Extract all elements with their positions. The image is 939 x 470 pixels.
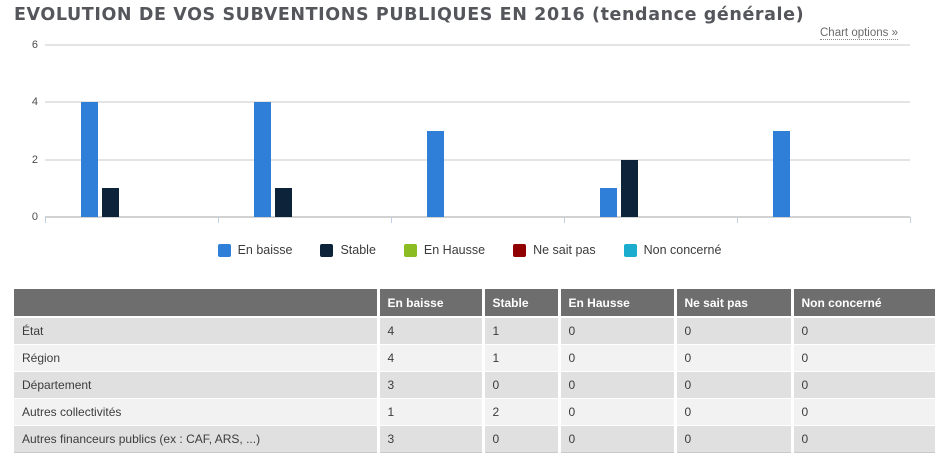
gridline-6 bbox=[45, 44, 910, 46]
value-cell: 4 bbox=[378, 344, 485, 372]
value-cell: 3 bbox=[378, 425, 485, 453]
legend-label: En Hausse bbox=[423, 243, 486, 257]
row-label-cell: Autres collectivités bbox=[14, 398, 380, 426]
bar-groups bbox=[45, 45, 910, 217]
row-label-cell: Autres financeurs publics (ex : CAF, ARS… bbox=[14, 425, 380, 453]
x-axis-tick bbox=[218, 217, 219, 223]
plot-area: 0 2 4 6 bbox=[32, 39, 911, 223]
table-head: En baisse Stable En Hausse Ne sait pas Non c… bbox=[14, 289, 935, 318]
page-title: EVOLUTION DE VOS SUBVENTIONS PUBLIQUES E… bbox=[14, 5, 805, 25]
legend: En baisse Stable En Hausse Ne sait pas Non c… bbox=[0, 243, 939, 257]
value-cell: 0 bbox=[559, 425, 677, 453]
value-cell: 1 bbox=[483, 317, 561, 345]
bar-en-baisse[interactable] bbox=[600, 188, 617, 217]
legend-swatch-ne-sait-pas bbox=[513, 243, 527, 257]
bar-en-baisse[interactable] bbox=[773, 131, 790, 217]
bar-group-region bbox=[218, 45, 391, 217]
table-header-row: En baisse Stable En Hausse Ne sait pas Non c… bbox=[14, 289, 935, 318]
results-table: En baisse Stable En Hausse Ne sait pas Non c… bbox=[14, 289, 935, 453]
legend-item-en-hausse[interactable]: En Hausse bbox=[403, 243, 486, 257]
x-axis-tick bbox=[45, 217, 46, 223]
value-cell: 0 bbox=[792, 398, 935, 426]
value-cell: 0 bbox=[483, 371, 561, 399]
value-cell: 4 bbox=[378, 317, 485, 345]
value-cell: 0 bbox=[675, 398, 794, 426]
table-header-cell-ne-sait-pas: Ne sait pas bbox=[675, 289, 794, 318]
row-label-cell: Département bbox=[14, 371, 380, 399]
x-axis-tick bbox=[564, 217, 565, 223]
bar-group-autres-collectivites bbox=[564, 45, 737, 217]
value-cell: 0 bbox=[792, 425, 935, 453]
value-cell: 2 bbox=[483, 398, 561, 426]
x-axis-tick bbox=[910, 217, 911, 223]
legend-item-stable[interactable]: Stable bbox=[320, 243, 376, 257]
table-row-departement: Département 3 0 0 0 0 bbox=[14, 371, 935, 399]
value-cell: 0 bbox=[559, 344, 677, 372]
value-cell: 0 bbox=[675, 317, 794, 345]
legend-swatch-en-hausse bbox=[403, 243, 417, 257]
value-cell: 0 bbox=[559, 371, 677, 399]
table-row-etat: État 4 1 0 0 0 bbox=[14, 317, 935, 345]
table-header-cell-en-hausse: En Hausse bbox=[559, 289, 677, 318]
value-cell: 0 bbox=[675, 425, 794, 453]
table-row-autres-financeurs-publics-ex-caf-ars: Autres financeurs publics (ex : CAF, ARS… bbox=[14, 425, 935, 453]
value-cell: 0 bbox=[559, 317, 677, 345]
row-label-cell: État bbox=[14, 317, 380, 345]
legend-label: Stable bbox=[340, 243, 376, 257]
value-cell: 0 bbox=[792, 344, 935, 372]
legend-label: En baisse bbox=[237, 243, 293, 257]
value-cell: 1 bbox=[483, 344, 561, 372]
table-header-cell-non-concerne: Non concerné bbox=[792, 289, 935, 318]
bar-stable[interactable] bbox=[621, 159, 638, 217]
bar-group-departement bbox=[391, 45, 564, 217]
bar-group-autres-financeurs-publics-ex-caf-ars bbox=[737, 45, 910, 217]
row-label-cell: Région bbox=[14, 344, 380, 372]
bar-en-baisse[interactable] bbox=[254, 102, 271, 217]
chart-options-link[interactable]: Chart options » bbox=[820, 27, 898, 40]
legend-swatch-stable bbox=[320, 243, 334, 257]
table-row-autres-collectivites: Autres collectivités 1 2 0 0 0 bbox=[14, 398, 935, 426]
x-axis-tick bbox=[391, 217, 392, 223]
y-axis-label-6: 6 bbox=[31, 39, 38, 51]
bar-stable[interactable] bbox=[102, 188, 119, 217]
y-axis-label-2: 2 bbox=[31, 153, 38, 166]
table-body: État 4 1 0 0 0 Région 4 1 0 0 0 Département 3 0 0 0 0 Autr… bbox=[14, 317, 935, 453]
legend-swatch-non-concerne bbox=[623, 243, 637, 257]
gridline-4 bbox=[45, 101, 910, 104]
legend-label: Ne sait pas bbox=[533, 243, 596, 257]
bar-group-etat bbox=[45, 45, 218, 217]
bar-en-baisse[interactable] bbox=[81, 102, 98, 217]
legend-item-non-concerne[interactable]: Non concerné bbox=[623, 243, 722, 257]
legend-label: Non concerné bbox=[643, 243, 722, 257]
table-row-region: Région 4 1 0 0 0 bbox=[14, 344, 935, 372]
legend-item-ne-sait-pas[interactable]: Ne sait pas bbox=[513, 243, 596, 257]
value-cell: 0 bbox=[792, 317, 935, 345]
table-header-cell-empty bbox=[14, 289, 380, 318]
bar-en-baisse[interactable] bbox=[427, 131, 444, 217]
value-cell: 1 bbox=[378, 398, 485, 426]
value-cell: 3 bbox=[378, 371, 485, 399]
value-cell: 0 bbox=[559, 398, 677, 426]
value-cell: 0 bbox=[483, 425, 561, 453]
x-axis-tick bbox=[737, 217, 738, 223]
y-axis-label-0: 0 bbox=[31, 211, 38, 223]
table-header-cell-stable: Stable bbox=[483, 289, 561, 318]
legend-swatch-en-baisse bbox=[217, 243, 231, 257]
value-cell: 0 bbox=[675, 344, 794, 372]
value-cell: 0 bbox=[675, 371, 794, 399]
y-axis-label-4: 4 bbox=[31, 96, 38, 109]
table-header-cell-en-baisse: En baisse bbox=[378, 289, 485, 318]
gridline-0 bbox=[45, 216, 910, 218]
gridline-2 bbox=[45, 158, 910, 161]
legend-item-en-baisse[interactable]: En baisse bbox=[217, 243, 293, 257]
value-cell: 0 bbox=[792, 371, 935, 399]
bar-stable[interactable] bbox=[275, 188, 292, 217]
